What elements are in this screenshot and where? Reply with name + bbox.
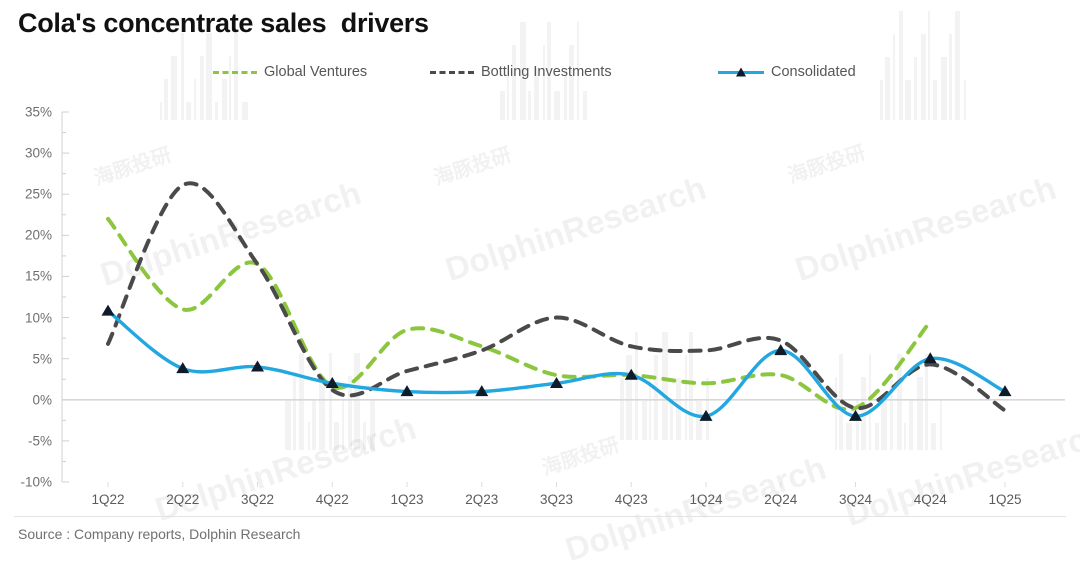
data-point-marker [699,409,713,421]
data-point-marker [400,385,414,397]
data-point-marker [101,304,115,316]
legend-swatch-solid-cyan [718,67,764,77]
y-axis-tick-label: 0% [32,392,52,408]
data-point-marker [550,376,563,388]
legend-label: Global Ventures [264,64,368,80]
x-axis-tick-label: 2Q22 [166,492,200,507]
y-axis-tick-label: 30% [24,145,52,161]
data-point-marker [998,385,1012,397]
y-axis-tick-label: 20% [24,227,52,243]
chart-legend: Global Ventures Bottling Investments Con… [0,60,1080,88]
x-axis-tick-label: 3Q24 [838,492,873,507]
legend-label: Consolidated [771,64,856,80]
y-axis-labels: 35% 30% 25% 20% 15% 10% 5% 0% -5% -10% [0,0,60,572]
x-axis-tick-label: 4Q23 [614,492,648,507]
data-point-marker [325,376,339,388]
x-axis-tick-label: 1Q23 [390,492,424,507]
triangle-marker-icon [736,67,746,77]
legend-label: Bottling Investments [481,64,612,80]
series-line-bottling-investments [106,181,1007,413]
y-axis-tick-label: 5% [32,351,52,367]
x-axis-tick-label: 3Q22 [240,492,275,507]
legend-item-bottling-investments[interactable]: Bottling Investments [430,64,612,80]
data-point-marker [176,362,190,374]
x-axis-tick-label: 2Q24 [764,492,798,507]
data-point-marker [624,368,638,380]
x-axis-tick-label: 1Q25 [988,492,1022,507]
legend-swatch-dashed-gray [430,70,474,74]
data-point-marker [849,409,862,421]
footer-divider [14,516,1066,517]
page-title: Cola's concentrate sales drivers [18,8,429,38]
series-line-global-ventures [106,216,933,412]
y-axis-tick-label: 35% [24,104,52,120]
y-axis-tick-label: 25% [24,186,52,202]
y-axis-tick-label: 15% [24,268,52,284]
data-point-marker [251,360,264,372]
legend-swatch-dashed-green [213,70,257,74]
data-point-marker [475,385,489,397]
y-axis-tick-label: -10% [20,474,52,490]
data-point-marker [774,344,788,356]
x-axis-tick-label: 3Q23 [539,492,574,507]
x-axis-tick-label: 1Q24 [689,492,723,507]
y-axis-tick-label: 10% [24,310,52,326]
source-note: Source : Company reports, Dolphin Resear… [18,526,301,542]
y-axis-tick-label: -5% [27,433,52,449]
data-point-marker [923,352,937,364]
x-axis-tick-label: 4Q22 [315,492,349,507]
x-axis-tick-label: 2Q23 [465,492,499,507]
legend-item-consolidated[interactable]: Consolidated [718,64,856,80]
x-axis-tick-label: 1Q22 [91,492,125,507]
legend-item-global-ventures[interactable]: Global Ventures [213,64,367,80]
x-axis-tick-label: 4Q24 [913,492,947,507]
